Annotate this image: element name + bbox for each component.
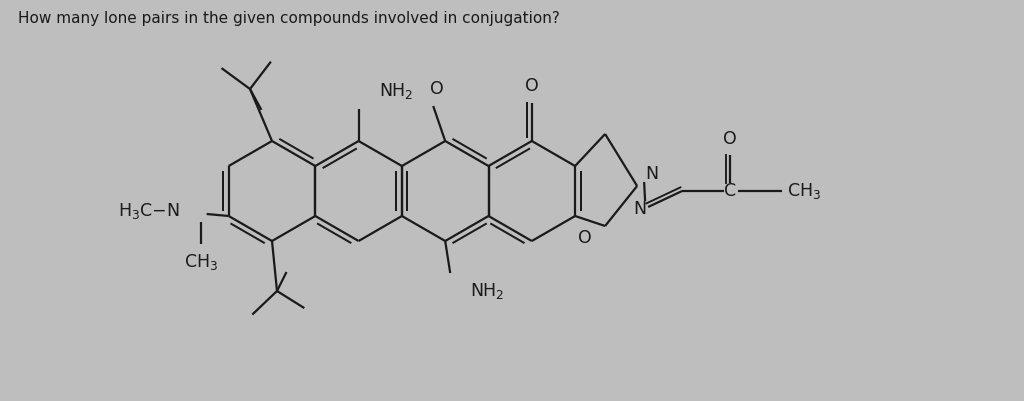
Text: C: C <box>724 182 736 200</box>
Text: N: N <box>645 165 658 183</box>
Text: CH$_3$: CH$_3$ <box>183 252 218 272</box>
Text: O: O <box>430 80 444 98</box>
Text: O: O <box>579 229 592 247</box>
Text: NH$_2$: NH$_2$ <box>470 281 504 301</box>
Text: NH$_2$: NH$_2$ <box>379 81 413 101</box>
Text: H$_3$C$-$N: H$_3$C$-$N <box>118 201 179 221</box>
Text: N: N <box>634 200 647 218</box>
Text: How many lone pairs in the given compounds involved in conjugation?: How many lone pairs in the given compoun… <box>18 12 560 26</box>
Text: O: O <box>525 77 539 95</box>
Text: O: O <box>723 130 737 148</box>
Text: CH$_3$: CH$_3$ <box>787 181 821 201</box>
